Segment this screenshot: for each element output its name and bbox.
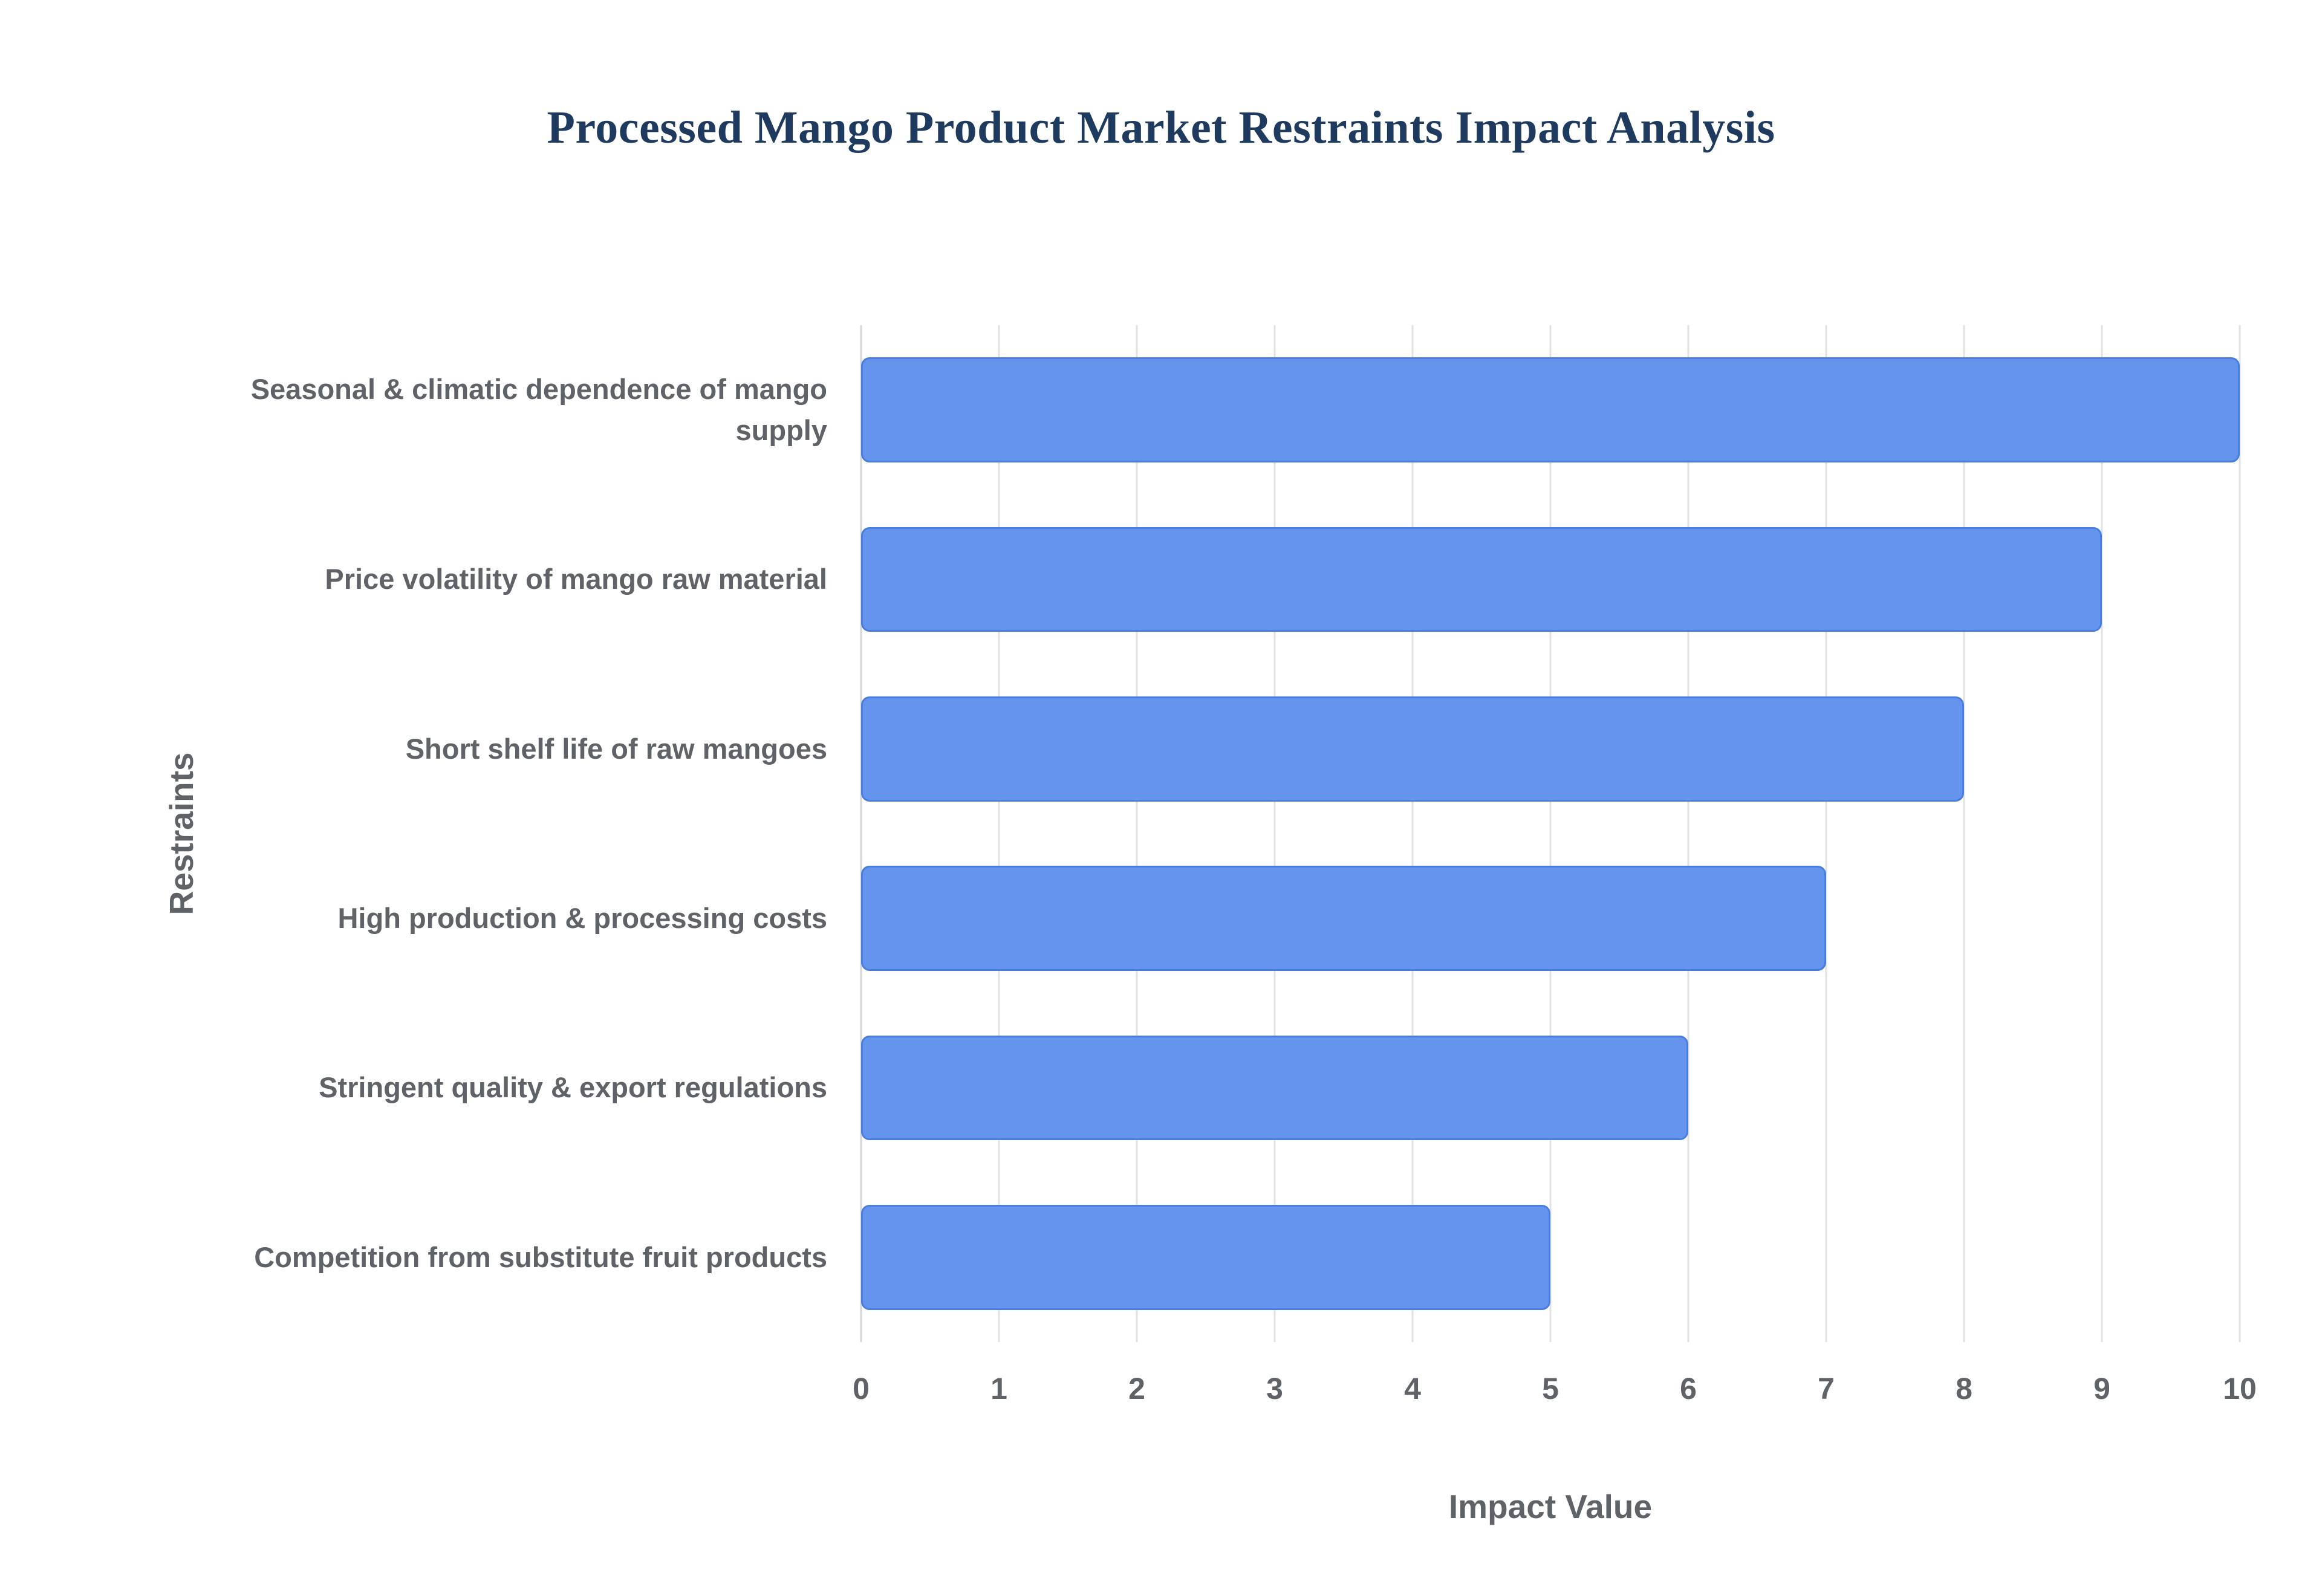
bar: [861, 866, 1826, 972]
tick-label: 0: [853, 1372, 870, 1406]
label-row: Stringent quality & export regulations: [196, 1003, 827, 1172]
gridline: [2239, 325, 2241, 1342]
bar-row: [861, 834, 2240, 1003]
tick-label: 7: [1818, 1372, 1835, 1406]
tick-label: 2: [1128, 1372, 1145, 1406]
category-label: Seasonal & climatic dependence of mango …: [250, 373, 827, 447]
gridline: [1963, 325, 1965, 1342]
tick-label: 9: [2093, 1372, 2110, 1406]
bar-row: [861, 1003, 2240, 1172]
category-label: High production & processing costs: [337, 902, 827, 935]
gridline: [998, 325, 1000, 1342]
gridline: [1411, 325, 1414, 1342]
gridline: [1687, 325, 1689, 1342]
category-axis: Seasonal & climatic dependence of mango …: [196, 325, 827, 1342]
bar-row: [861, 495, 2240, 664]
tick-label: 5: [1542, 1372, 1559, 1406]
gridline: [1136, 325, 1138, 1342]
gridline: [2101, 325, 2103, 1342]
x-axis-ticks: 0 1 2 3 4 5 6 7 8 9 10: [853, 1371, 2257, 1413]
tick-label: 1: [990, 1372, 1007, 1406]
bar: [861, 1204, 1550, 1310]
label-row: Short shelf life of raw mangoes: [196, 664, 827, 834]
label-row: Seasonal & climatic dependence of mango …: [196, 325, 827, 495]
gridline: [1825, 325, 1827, 1342]
tick-label: 8: [1956, 1372, 1972, 1406]
bar-row: [861, 325, 2240, 495]
category-label: Price volatility of mango raw material: [325, 563, 827, 595]
tick-label: 4: [1404, 1372, 1421, 1406]
tick-label: 6: [1680, 1372, 1697, 1406]
bar-row: [861, 1173, 2240, 1342]
y-axis-title: Restraints: [163, 752, 200, 915]
bar: [861, 527, 2102, 632]
label-row: Price volatility of mango raw material: [196, 495, 827, 664]
bar-row: [861, 664, 2240, 834]
bar: [861, 1035, 1688, 1141]
chart-title: Processed Mango Product Market Restraint…: [547, 102, 1775, 153]
gridline: [1273, 325, 1276, 1342]
gridline: [860, 325, 862, 1342]
bar: [861, 696, 1964, 802]
bar: [861, 357, 2240, 463]
tick-label: 10: [2223, 1372, 2257, 1406]
category-label: Stringent quality & export regulations: [319, 1071, 827, 1104]
label-row: High production & processing costs: [196, 834, 827, 1003]
plot-area: [860, 325, 2241, 1342]
category-label: Competition from substitute fruit produc…: [254, 1241, 827, 1273]
tick-label: 3: [1266, 1372, 1283, 1406]
category-label: Short shelf life of raw mangoes: [405, 732, 827, 765]
bar-series: [861, 325, 2240, 1342]
gridlines: [860, 325, 2241, 1342]
gridline: [1549, 325, 1552, 1342]
label-row: Competition from substitute fruit produc…: [196, 1173, 827, 1342]
x-axis-title: Impact Value: [1448, 1488, 1653, 1525]
